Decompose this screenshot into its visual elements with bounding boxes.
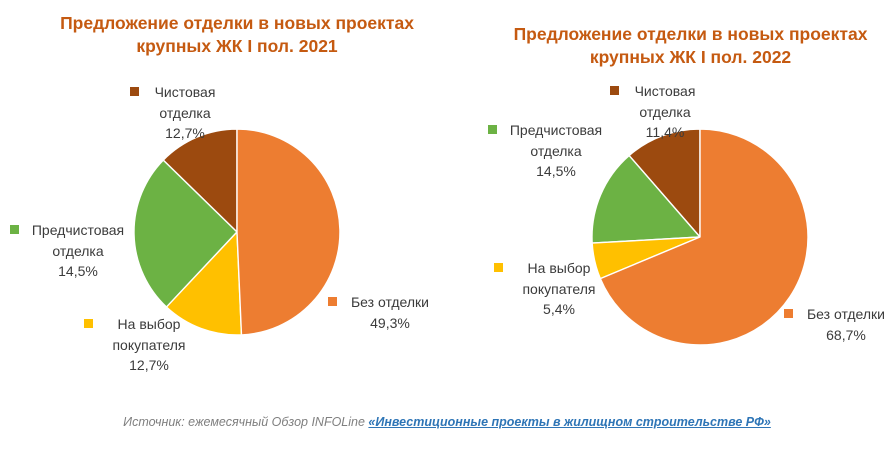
legend-item-pre-clean-finish-2022: Предчистовая отделка 14,5% (488, 120, 609, 182)
pie-slice (165, 231, 243, 336)
source-link[interactable]: «Инвестиционные проекты в жилищном строи… (368, 415, 771, 429)
legend-value: 12,7% (165, 125, 205, 141)
legend-marker-icon (10, 225, 19, 234)
legend-item-no-finish-2021: Без отделки 49,3% (328, 292, 437, 333)
legend-label: Предчистовая отделка (509, 122, 603, 159)
legend-label: Без отделки (350, 294, 429, 310)
chart-title-2021: Предложение отделки в новых проектах кру… (60, 13, 414, 56)
legend-value: 14,5% (58, 263, 98, 279)
legend-item-clean-finish-2022: Чистовая отделка 11,4% (610, 81, 705, 143)
legend-value: 12,7% (129, 357, 169, 373)
legend-item-buyer-choice-2021: На выбор покупателя 12,7% (84, 314, 199, 376)
legend-value: 14,5% (536, 163, 576, 179)
legend-value: 49,3% (370, 314, 410, 331)
legend-label: На выбор покупателя (112, 316, 186, 353)
pie-slice (133, 159, 238, 308)
legend-marker-icon (130, 87, 139, 96)
legend-item-pre-clean-finish-2021: Предчистовая отделка 14,5% (10, 220, 131, 282)
legend-value: 68,7% (826, 326, 866, 343)
source-text: Источник: ежемесячный Обзор INFOLine (123, 415, 369, 429)
chart-title-2022: Предложение отделки в новых проектах кру… (513, 24, 868, 67)
source-footer: Источник: ежемесячный Обзор INFOLine «Ин… (0, 415, 894, 429)
legend-marker-icon (488, 125, 497, 134)
legend-marker-icon (610, 86, 619, 95)
legend-item-no-finish-2022: Без отделки 68,7% (784, 304, 893, 345)
legend-value: 11,4% (645, 124, 685, 140)
legend-value: 5,4% (543, 301, 575, 317)
pie-chart-2022 (591, 128, 809, 346)
legend-label: Чистовая отделка (634, 83, 696, 120)
legend-item-clean-finish-2021: Чистовая отделка 12,7% (130, 82, 225, 144)
legend-marker-icon (84, 319, 93, 328)
legend-label: На выбор покупателя (522, 260, 596, 297)
legend-marker-icon (494, 263, 503, 272)
legend-item-buyer-choice-2022: На выбор покупателя 5,4% (494, 258, 609, 320)
pie-slice (599, 128, 809, 346)
legend-label: Чистовая отделка (154, 84, 216, 121)
pie-chart-2021 (133, 128, 341, 336)
legend-marker-icon (328, 297, 337, 306)
pie-slice (162, 128, 238, 233)
legend-label: Предчистовая отделка (31, 222, 125, 259)
legend-label: Без отделки (806, 306, 885, 322)
legend-marker-icon (784, 309, 793, 318)
pie-slice (591, 154, 701, 244)
pie-slice (236, 128, 341, 336)
pie-slice (628, 128, 701, 238)
